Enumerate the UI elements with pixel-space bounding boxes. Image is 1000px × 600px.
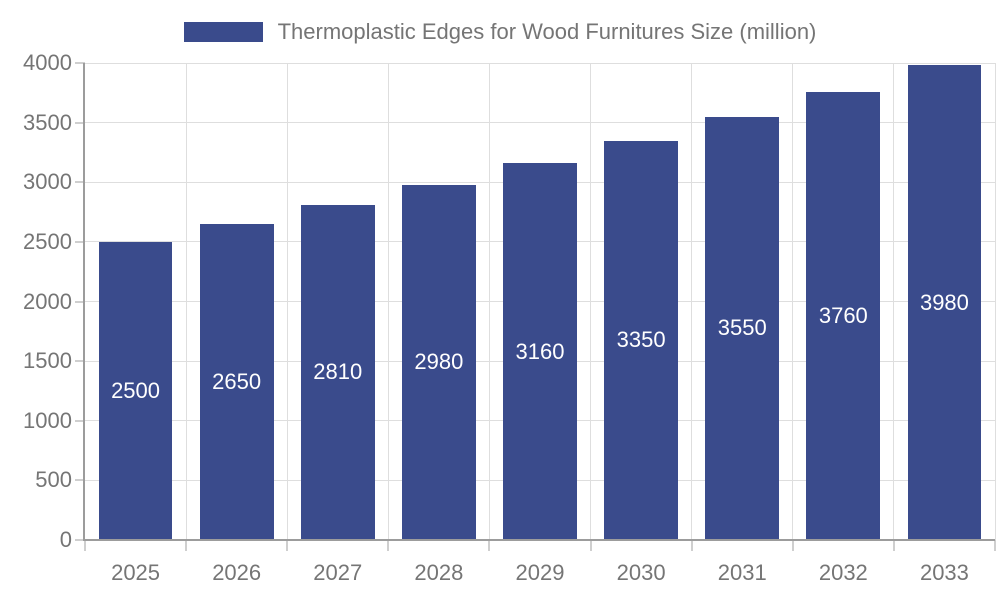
bar-2029 xyxy=(503,163,577,540)
v-gridline xyxy=(185,63,187,540)
y-tick xyxy=(75,479,85,482)
x-tick xyxy=(690,540,693,551)
y-axis-label: 1000 xyxy=(23,407,72,433)
x-axis-label-2029: 2029 xyxy=(515,560,565,585)
y-axis-label: 3500 xyxy=(23,109,72,135)
bar-value-label-2033: 3980 xyxy=(919,289,969,315)
x-tick xyxy=(791,540,794,551)
x-axis-label-2030: 2030 xyxy=(616,560,666,585)
v-gridline xyxy=(590,63,592,540)
bar-value-label-2032: 3760 xyxy=(818,302,868,328)
y-tick xyxy=(75,181,85,184)
y-axis-label: 1500 xyxy=(23,348,72,374)
bar-2033 xyxy=(907,65,982,540)
y-tick xyxy=(75,419,85,422)
x-tick xyxy=(84,540,86,551)
y-axis-label: 2000 xyxy=(23,288,72,314)
y-axis-label: 4000 xyxy=(23,50,72,75)
h-gridline xyxy=(85,122,995,124)
x-tick xyxy=(185,540,188,551)
bar-2031 xyxy=(705,116,780,540)
y-axis-label: 500 xyxy=(35,467,72,493)
x-tick xyxy=(488,540,491,551)
x-tick xyxy=(892,540,895,551)
bar-2028 xyxy=(401,184,476,540)
y-axis-label: 3000 xyxy=(23,169,72,195)
bar-2025 xyxy=(98,241,173,540)
bar-value-label-2026: 2650 xyxy=(212,368,262,394)
v-gridline xyxy=(488,63,490,540)
bar-value-label-2030: 3350 xyxy=(616,327,666,353)
legend-label: Thermoplastic Edges for Wood Furnitures … xyxy=(277,19,817,44)
y-tick xyxy=(75,121,85,124)
x-tick xyxy=(994,540,996,551)
y-axis-label: 2500 xyxy=(23,228,72,254)
bar-2030 xyxy=(604,140,678,540)
v-gridline xyxy=(792,63,794,540)
y-axis-line xyxy=(83,63,85,540)
y-tick xyxy=(75,360,85,363)
x-axis-label-2032: 2032 xyxy=(818,560,868,585)
bar-value-label-2029: 3160 xyxy=(515,338,565,364)
x-axis-label-2031: 2031 xyxy=(717,560,767,585)
x-axis-label-2033: 2033 xyxy=(919,560,969,585)
x-axis-label-2025: 2025 xyxy=(111,560,161,585)
bar-value-label-2031: 3550 xyxy=(717,315,767,341)
v-gridline xyxy=(893,63,895,540)
bar-2027 xyxy=(300,204,375,540)
h-gridline xyxy=(85,62,995,64)
bar-value-label-2027: 2810 xyxy=(313,359,363,385)
x-axis-label-2027: 2027 xyxy=(313,560,363,585)
x-axis-label-2028: 2028 xyxy=(414,560,464,585)
y-tick xyxy=(75,240,85,243)
y-tick xyxy=(75,62,85,64)
bar-value-label-2028: 2980 xyxy=(414,349,464,375)
y-tick xyxy=(75,539,85,541)
legend[interactable]: Thermoplastic Edges for Wood Furnitures … xyxy=(0,19,1000,45)
legend-swatch xyxy=(183,22,263,42)
v-gridline xyxy=(286,63,288,540)
bar-2026 xyxy=(199,223,274,540)
y-tick xyxy=(75,300,85,303)
v-gridline xyxy=(994,63,996,540)
y-axis-label: 0 xyxy=(59,527,72,552)
x-tick xyxy=(589,540,592,551)
bar-2032 xyxy=(806,91,881,540)
v-gridline xyxy=(387,63,389,540)
x-tick xyxy=(387,540,390,551)
x-axis-label-2026: 2026 xyxy=(212,560,262,585)
x-axis-line xyxy=(83,539,995,541)
bar-value-label-2025: 2500 xyxy=(111,377,161,403)
x-tick xyxy=(286,540,289,551)
v-gridline xyxy=(691,63,693,540)
